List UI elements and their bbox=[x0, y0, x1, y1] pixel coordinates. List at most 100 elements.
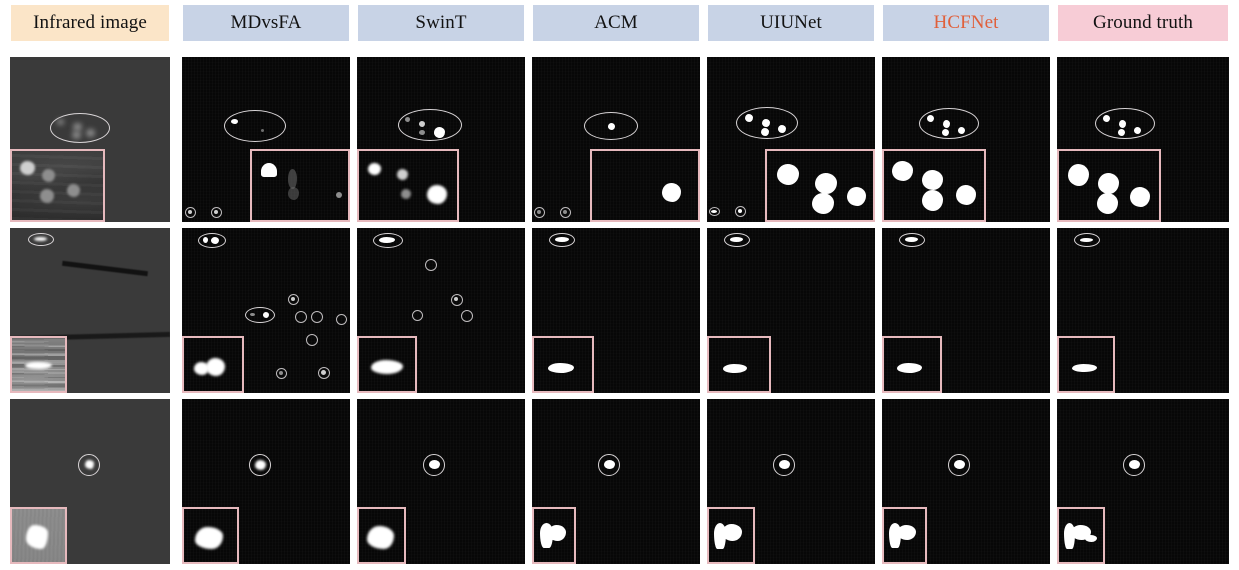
ellipse-marker bbox=[1074, 233, 1100, 247]
circle-marker bbox=[1123, 454, 1145, 476]
target-blob bbox=[761, 128, 769, 136]
circle-marker bbox=[423, 454, 445, 476]
ellipse-marker bbox=[899, 233, 925, 247]
target-blob bbox=[231, 119, 238, 124]
ellipse-marker bbox=[198, 233, 226, 248]
panel-row3-swint bbox=[357, 399, 525, 564]
target-blob bbox=[434, 127, 445, 138]
ellipse-marker bbox=[28, 233, 54, 246]
false-alarm-marker bbox=[425, 259, 437, 271]
target-blob bbox=[1118, 129, 1125, 136]
target-blob bbox=[203, 237, 208, 243]
target-blob bbox=[943, 120, 950, 128]
false-alarm-marker bbox=[461, 310, 473, 322]
zoom-inset bbox=[250, 149, 350, 222]
inset-blob bbox=[892, 161, 913, 181]
inset-blob bbox=[367, 526, 394, 549]
inset-blob bbox=[815, 173, 837, 194]
target-blob bbox=[1080, 238, 1093, 242]
zoom-inset bbox=[357, 507, 406, 564]
false-alarm-marker bbox=[560, 207, 571, 218]
panel-row1-ground-truth bbox=[1057, 57, 1229, 222]
target-blob bbox=[927, 115, 934, 122]
inset-blob bbox=[401, 189, 411, 199]
target-blob bbox=[86, 129, 95, 137]
false-alarm-marker bbox=[276, 368, 287, 379]
false-alarm-blob bbox=[279, 371, 283, 375]
ellipse-marker bbox=[224, 110, 286, 142]
target-blob bbox=[954, 460, 965, 469]
target-blob bbox=[1129, 460, 1140, 469]
inset-blob bbox=[1085, 535, 1097, 542]
inset-blob bbox=[195, 527, 223, 549]
inset-blob bbox=[40, 189, 54, 203]
circle-marker bbox=[948, 454, 970, 476]
panel-row1-hcfnet bbox=[882, 57, 1050, 222]
zoom-inset bbox=[182, 336, 244, 393]
false-alarm-blob bbox=[537, 210, 541, 214]
false-alarm-marker bbox=[288, 294, 299, 305]
ellipse-marker bbox=[1095, 108, 1155, 139]
target-blob bbox=[250, 313, 255, 316]
ellipse-marker bbox=[245, 307, 275, 323]
false-alarm-marker bbox=[412, 310, 423, 321]
inset-blob bbox=[25, 362, 52, 369]
false-alarm-marker bbox=[336, 314, 347, 325]
false-alarm-marker bbox=[451, 294, 463, 306]
inset-blob bbox=[371, 360, 403, 374]
target-blob bbox=[1134, 127, 1141, 134]
inset-blob bbox=[1072, 364, 1097, 372]
panel-row3-ground-truth bbox=[1057, 399, 1229, 564]
header-label: Infrared image bbox=[33, 12, 147, 33]
panel-row2-mdvsfa bbox=[182, 228, 350, 393]
inset-blob bbox=[662, 183, 681, 202]
circle-marker bbox=[773, 454, 795, 476]
inset-blob bbox=[922, 190, 943, 211]
false-alarm-marker bbox=[185, 207, 196, 218]
target-blob bbox=[255, 460, 266, 470]
inset-blob bbox=[336, 192, 342, 198]
target-blob bbox=[261, 129, 264, 132]
false-alarm-blob bbox=[321, 370, 326, 375]
target-blob bbox=[57, 119, 64, 125]
target-blob bbox=[34, 237, 47, 241]
panel-row2-ground-truth bbox=[1057, 228, 1229, 393]
panel-row3-infrared-image bbox=[10, 399, 170, 564]
target-blob bbox=[905, 237, 918, 242]
header-label: SwinT bbox=[415, 12, 467, 33]
inset-blob bbox=[1064, 523, 1075, 549]
zoom-inset bbox=[590, 149, 700, 222]
false-alarm-blob bbox=[738, 209, 742, 213]
inset-blob bbox=[26, 525, 48, 549]
target-blob bbox=[555, 237, 569, 242]
panel-row2-swint bbox=[357, 228, 525, 393]
target-blob bbox=[730, 237, 743, 242]
false-alarm-marker bbox=[306, 334, 318, 346]
target-blob bbox=[1103, 115, 1110, 122]
target-blob bbox=[604, 460, 615, 469]
header-label-highlight: HCFNet bbox=[933, 12, 999, 33]
header-cell-infrared-image: Infrared image bbox=[10, 4, 170, 42]
zoom-inset bbox=[10, 336, 67, 393]
zoom-inset bbox=[357, 149, 459, 222]
false-alarm-marker bbox=[311, 311, 323, 323]
target-blob bbox=[1119, 120, 1126, 128]
header-cell-acm: ACM bbox=[532, 4, 700, 42]
ellipse-marker bbox=[919, 108, 979, 139]
inset-blob bbox=[777, 164, 799, 185]
ellipse-marker bbox=[373, 233, 403, 248]
ellipse-marker bbox=[549, 233, 575, 247]
target-blob bbox=[778, 125, 786, 133]
target-blob bbox=[85, 460, 94, 469]
header-cell-mdvsfa: MDvsFA bbox=[182, 4, 350, 42]
inset-blob bbox=[1097, 193, 1118, 214]
panel-row3-hcfnet bbox=[882, 399, 1050, 564]
scene-streak bbox=[62, 260, 148, 277]
inset-blob bbox=[67, 184, 80, 197]
target-blob bbox=[263, 312, 269, 318]
inset-blob bbox=[206, 358, 225, 376]
ellipse-marker bbox=[398, 109, 462, 141]
false-alarm-marker bbox=[534, 207, 545, 218]
false-alarm-blob bbox=[291, 297, 295, 301]
